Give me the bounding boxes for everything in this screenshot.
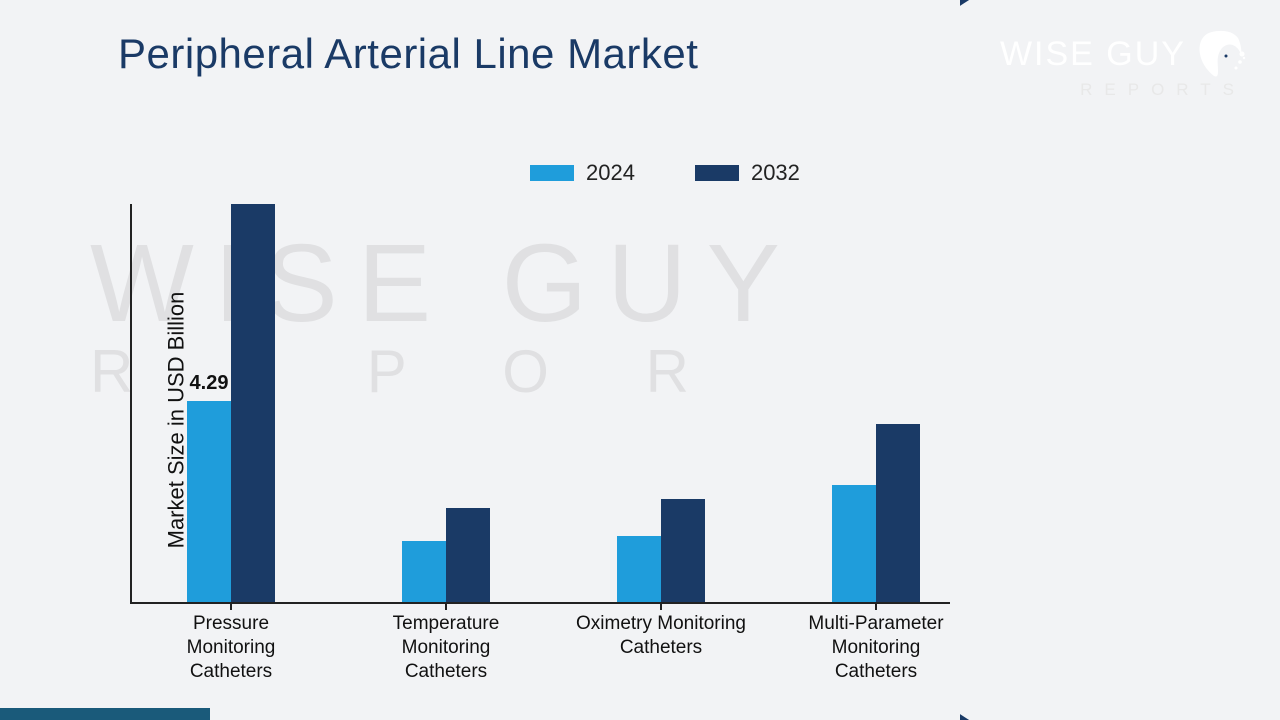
plot-area: 4.29: [130, 204, 950, 604]
brand-head-icon: [1192, 26, 1248, 82]
legend-swatch-2032: [695, 165, 739, 181]
category-label: Temperature Monitoring Catheters: [361, 612, 531, 683]
legend-item-2032: 2032: [695, 160, 800, 186]
legend: 2024 2032: [530, 160, 800, 186]
legend-swatch-2024: [530, 165, 574, 181]
category-label: Pressure Monitoring Catheters: [146, 612, 316, 683]
footer-accent-bar: [0, 708, 210, 720]
chart-title: Peripheral Arterial Line Market: [118, 30, 698, 78]
brand-logo-top: WISE GUY: [1000, 35, 1186, 74]
bar-2024: [187, 401, 231, 602]
bar-2024: [402, 541, 446, 602]
x-axis: [130, 602, 950, 604]
category-labels-row: Pressure Monitoring CathetersTemperature…: [130, 606, 950, 676]
bar-2032: [661, 499, 705, 602]
bar-2024: [832, 485, 876, 602]
brand-logo: WISE GUY REPORTS: [1000, 26, 1248, 100]
brand-logo-bottom: REPORTS: [1000, 80, 1248, 100]
chart: 2024 2032 Market Size in USD Billion 4.2…: [50, 160, 950, 680]
y-axis: [130, 204, 132, 604]
bar-2032: [876, 424, 920, 602]
legend-label-2032: 2032: [751, 160, 800, 186]
category-label: Oximetry Monitoring Catheters: [576, 612, 746, 660]
legend-label-2024: 2024: [586, 160, 635, 186]
canvas: WISE GUY REPORTS Peripheral Arterial Lin…: [0, 0, 1280, 720]
value-label: 4.29: [179, 372, 239, 395]
bar-2032: [231, 204, 275, 602]
legend-item-2024: 2024: [530, 160, 635, 186]
bar-2032: [446, 508, 490, 602]
category-label: Multi-Parameter Monitoring Catheters: [791, 612, 961, 683]
bar-2024: [617, 536, 661, 602]
